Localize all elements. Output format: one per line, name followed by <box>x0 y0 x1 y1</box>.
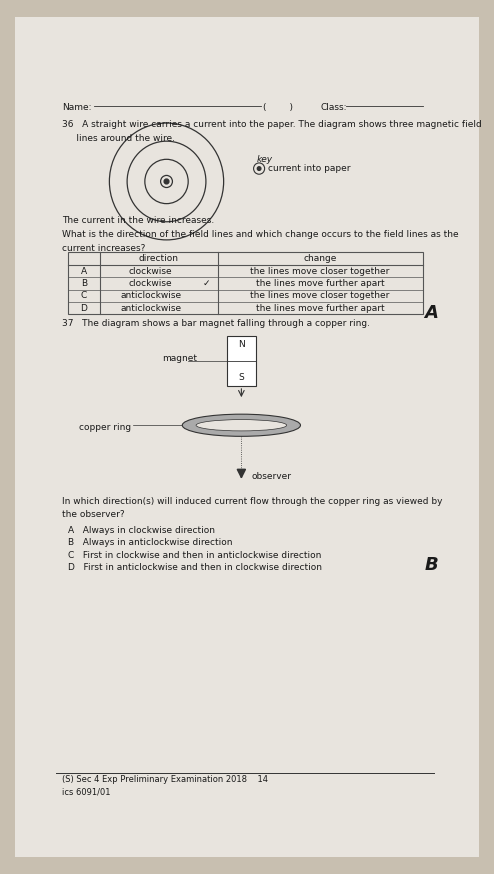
Text: The current in the wire increases.: The current in the wire increases. <box>62 216 214 225</box>
Text: A: A <box>424 304 439 323</box>
Text: C: C <box>81 291 87 301</box>
Text: (        ): ( ) <box>263 103 293 112</box>
Ellipse shape <box>182 414 300 436</box>
Text: (S) Sec 4 Exp Preliminary Examination 2018    14: (S) Sec 4 Exp Preliminary Examination 20… <box>62 775 268 784</box>
Text: the lines move further apart: the lines move further apart <box>256 304 384 313</box>
Text: change: change <box>303 254 337 263</box>
Text: the observer?: the observer? <box>62 510 124 519</box>
Text: What is the direction of the field lines and which change occurs to the field li: What is the direction of the field lines… <box>62 230 459 239</box>
Text: Name:: Name: <box>62 103 91 112</box>
Text: B: B <box>424 556 438 573</box>
Text: Class:: Class: <box>320 103 347 112</box>
Bar <box>68 252 422 315</box>
Text: direction: direction <box>139 254 179 263</box>
Text: ✓: ✓ <box>202 279 209 288</box>
Text: D   First in anticlockwise and then in clockwise direction: D First in anticlockwise and then in clo… <box>68 563 322 572</box>
Text: B: B <box>81 279 87 288</box>
Text: the lines move closer together: the lines move closer together <box>250 267 390 275</box>
Text: C   First in clockwise and then in anticlockwise direction: C First in clockwise and then in anticlo… <box>68 551 322 559</box>
Text: ics 6091/01: ics 6091/01 <box>62 787 111 796</box>
Text: anticlockwise: anticlockwise <box>120 304 181 313</box>
Text: magnet: magnet <box>163 354 198 364</box>
Text: current into paper: current into paper <box>268 164 351 173</box>
Text: S: S <box>239 372 244 382</box>
Text: A: A <box>81 267 87 275</box>
Text: clockwise: clockwise <box>129 279 172 288</box>
Text: N: N <box>238 340 245 349</box>
Text: clockwise: clockwise <box>129 267 172 275</box>
Circle shape <box>164 179 169 184</box>
Text: key: key <box>257 156 273 164</box>
Text: 36   A straight wire carries a current into the paper. The diagram shows three m: 36 A straight wire carries a current int… <box>62 121 482 129</box>
Text: the lines move further apart: the lines move further apart <box>256 279 384 288</box>
Text: observer: observer <box>251 472 291 481</box>
Ellipse shape <box>196 420 287 431</box>
Bar <box>227 336 255 386</box>
Text: lines around the wire.: lines around the wire. <box>62 134 175 143</box>
Text: the lines move closer together: the lines move closer together <box>250 291 390 301</box>
Text: current increases?: current increases? <box>62 244 146 253</box>
Text: anticlockwise: anticlockwise <box>120 291 181 301</box>
Text: A   Always in clockwise direction: A Always in clockwise direction <box>68 526 215 535</box>
Text: D: D <box>81 304 87 313</box>
Text: 37   The diagram shows a bar magnet falling through a copper ring.: 37 The diagram shows a bar magnet fallin… <box>62 319 370 329</box>
FancyBboxPatch shape <box>15 17 479 857</box>
Text: copper ring: copper ring <box>79 423 131 432</box>
Circle shape <box>257 167 261 170</box>
Text: In which direction(s) will induced current flow through the copper ring as viewe: In which direction(s) will induced curre… <box>62 496 443 506</box>
Text: B   Always in anticlockwise direction: B Always in anticlockwise direction <box>68 538 233 547</box>
